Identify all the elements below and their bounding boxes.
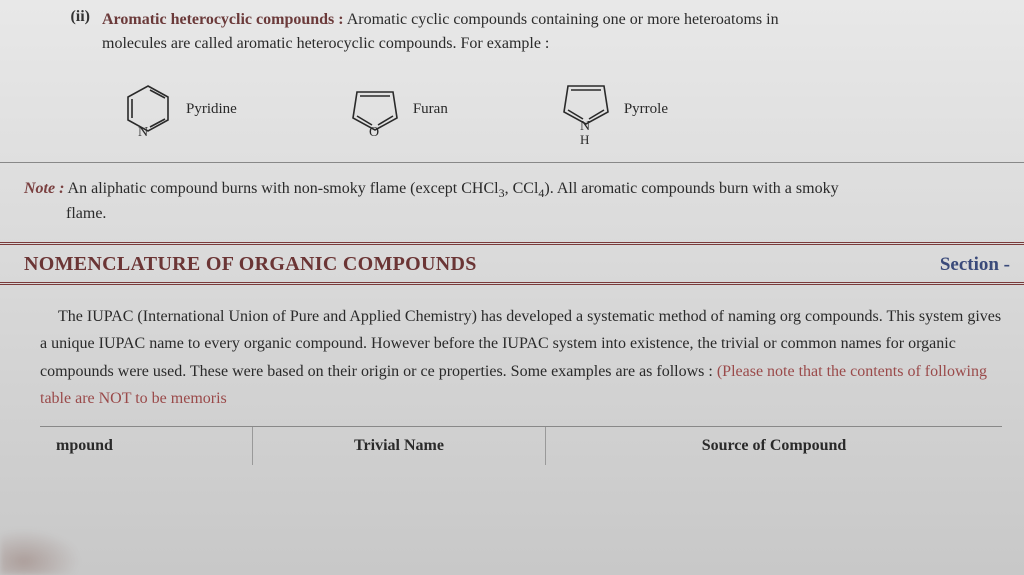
pyrrole-icon: N H bbox=[558, 74, 614, 144]
svg-text:O: O bbox=[369, 125, 379, 138]
example-label: Furan bbox=[413, 101, 448, 118]
example-pyrrole: N H Pyrrole bbox=[558, 74, 668, 144]
furan-icon: O bbox=[347, 80, 403, 138]
item-body: Aromatic heterocyclic compounds : Aromat… bbox=[102, 8, 1012, 56]
divider bbox=[0, 162, 1024, 163]
item-text-2: molecules are called aromatic heterocycl… bbox=[102, 35, 549, 52]
example-label: Pyridine bbox=[186, 101, 237, 118]
item-text-1: Aromatic cyclic compounds containing one… bbox=[344, 11, 779, 28]
note-mid: , CCl bbox=[505, 180, 539, 197]
section-title: NOMENCLATURE OF ORGANIC COMPOUNDS bbox=[24, 253, 477, 276]
example-pyridine: N Pyridine bbox=[120, 80, 237, 138]
example-label: Pyrrole bbox=[624, 101, 668, 118]
note-text-1: An aliphatic compound burns with non-smo… bbox=[64, 180, 498, 197]
body-paragraph: The IUPAC (International Union of Pure a… bbox=[40, 303, 1002, 412]
table-col-trivial: Trivial Name bbox=[253, 427, 546, 465]
note-text-2: ). All aromatic compounds burn with a sm… bbox=[544, 180, 838, 197]
example-furan: O Furan bbox=[347, 80, 448, 138]
table-header-row: mpound Trivial Name Source of Compound bbox=[40, 426, 1002, 465]
note-block: Note : An aliphatic compound burns with … bbox=[24, 177, 1024, 226]
section-right: Section - bbox=[940, 254, 1010, 276]
table-col-compound: mpound bbox=[40, 427, 253, 465]
svg-text:H: H bbox=[580, 132, 589, 144]
pyridine-icon: N bbox=[120, 80, 176, 138]
item-title: Aromatic heterocyclic compounds : bbox=[102, 11, 344, 28]
table-col-source: Source of Compound bbox=[546, 427, 1002, 465]
item-number: (ii) bbox=[0, 8, 98, 26]
note-text-3: flame. bbox=[66, 205, 106, 222]
example-row: N Pyridine O Furan bbox=[120, 74, 1024, 144]
svg-text:N: N bbox=[138, 125, 148, 138]
note-label: Note : bbox=[24, 180, 64, 197]
item-row: (ii) Aromatic heterocyclic compounds : A… bbox=[0, 8, 1024, 56]
section-header: NOMENCLATURE OF ORGANIC COMPOUNDS Sectio… bbox=[0, 242, 1024, 285]
thumb-shadow bbox=[0, 529, 80, 575]
